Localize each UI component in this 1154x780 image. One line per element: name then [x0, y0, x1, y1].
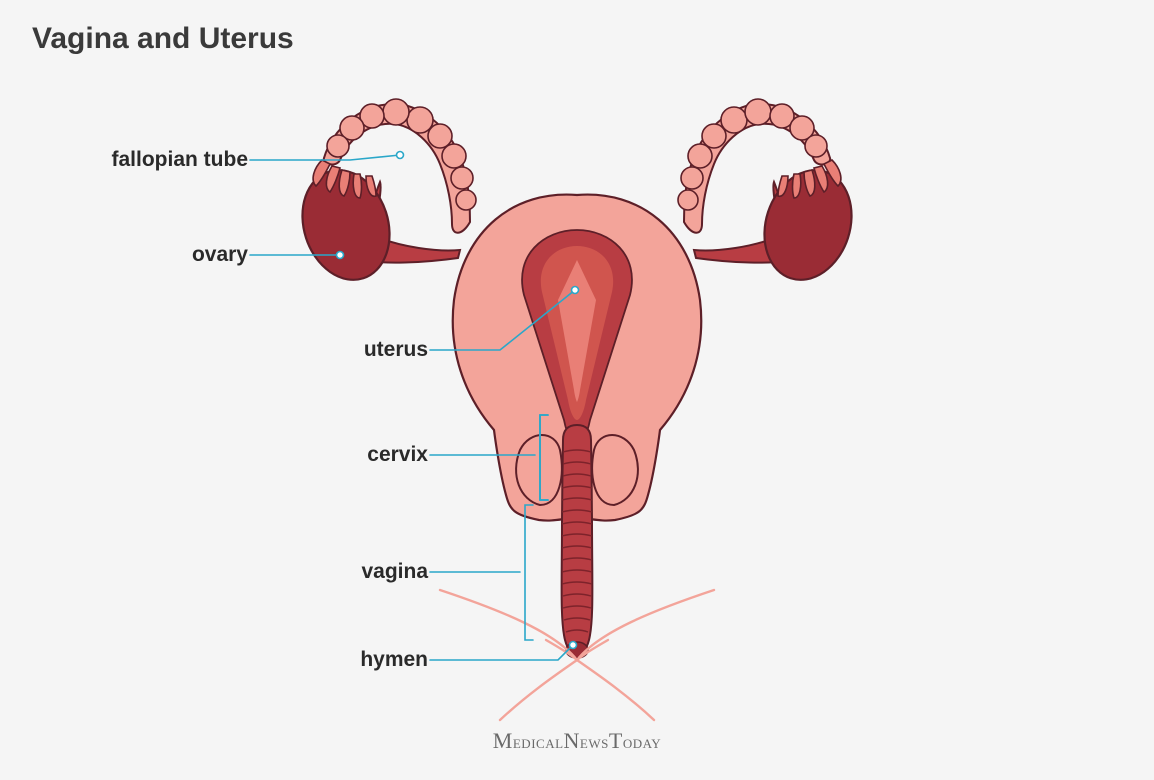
label-ovary: ovary	[70, 243, 248, 267]
label-hymen: hymen	[250, 648, 428, 672]
label-vagina: vagina	[250, 560, 428, 584]
label-uterus: uterus	[250, 338, 428, 362]
diagram-canvas: Vagina and Uterus	[0, 0, 1154, 780]
cervix-right-lobe	[592, 435, 638, 505]
label-cervix: cervix	[250, 443, 428, 467]
source-attribution: MedicalNewsToday	[0, 728, 1154, 754]
vagina-tube	[562, 425, 593, 658]
cervix-left-lobe	[516, 435, 562, 505]
anatomy-illustration	[0, 0, 1154, 780]
label-fallopian-tube: fallopian tube	[70, 148, 248, 172]
